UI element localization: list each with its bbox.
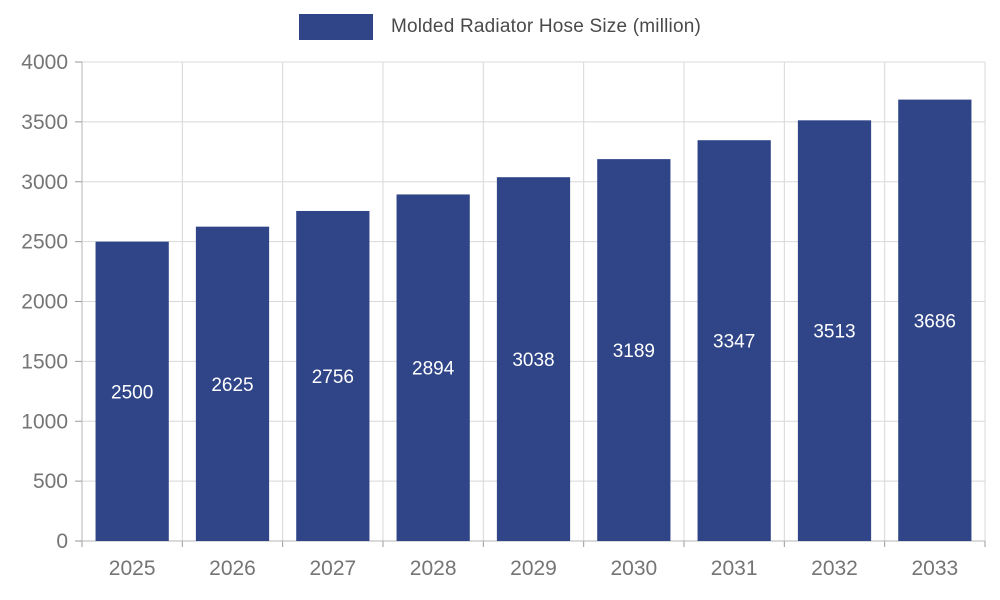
- chart-legend: Molded Radiator Hose Size (million): [0, 14, 1000, 40]
- y-tick-label: 1500: [21, 350, 68, 373]
- bar-value-label: 2625: [211, 375, 253, 396]
- x-tick-label: 2025: [109, 557, 156, 580]
- bar: [597, 159, 671, 541]
- bar: [195, 226, 270, 541]
- x-tick-label: 2029: [510, 557, 557, 580]
- bar-value-label: 3038: [512, 350, 554, 371]
- x-tick-label: 2033: [911, 557, 958, 580]
- bar: [496, 177, 571, 541]
- x-tick-label: 2026: [209, 557, 256, 580]
- x-tick-label: 2030: [610, 557, 657, 580]
- y-tick-label: 2500: [21, 231, 68, 254]
- bar: [697, 140, 771, 541]
- bar-value-label: 2500: [111, 382, 153, 403]
- x-tick-label: 2031: [711, 557, 758, 580]
- bar: [898, 99, 972, 541]
- x-tick-label: 2028: [410, 557, 457, 580]
- y-tick-label: 3000: [21, 171, 68, 194]
- y-tick-label: 3500: [21, 111, 68, 134]
- bar: [797, 120, 872, 542]
- legend-swatch[interactable]: [298, 14, 373, 40]
- y-tick-label: 500: [33, 470, 68, 493]
- legend-label[interactable]: Molded Radiator Hose Size (million): [390, 16, 702, 37]
- bar: [396, 194, 470, 542]
- y-tick-label: 4000: [21, 51, 68, 74]
- y-tick-label: 1000: [21, 410, 68, 433]
- bar-value-label: 3686: [914, 311, 956, 332]
- bar-value-label: 3347: [713, 332, 755, 353]
- bar-value-label: 2756: [312, 367, 354, 388]
- x-tick-label: 2032: [811, 557, 858, 580]
- bar-value-label: 3513: [813, 322, 855, 343]
- bar: [296, 210, 370, 541]
- y-tick-label: 2000: [21, 291, 68, 314]
- bar: [95, 241, 169, 541]
- bar-value-label: 2894: [412, 359, 455, 380]
- y-tick-label: 0: [56, 530, 68, 553]
- x-tick-label: 2027: [309, 557, 356, 580]
- bar-value-label: 3189: [613, 341, 655, 362]
